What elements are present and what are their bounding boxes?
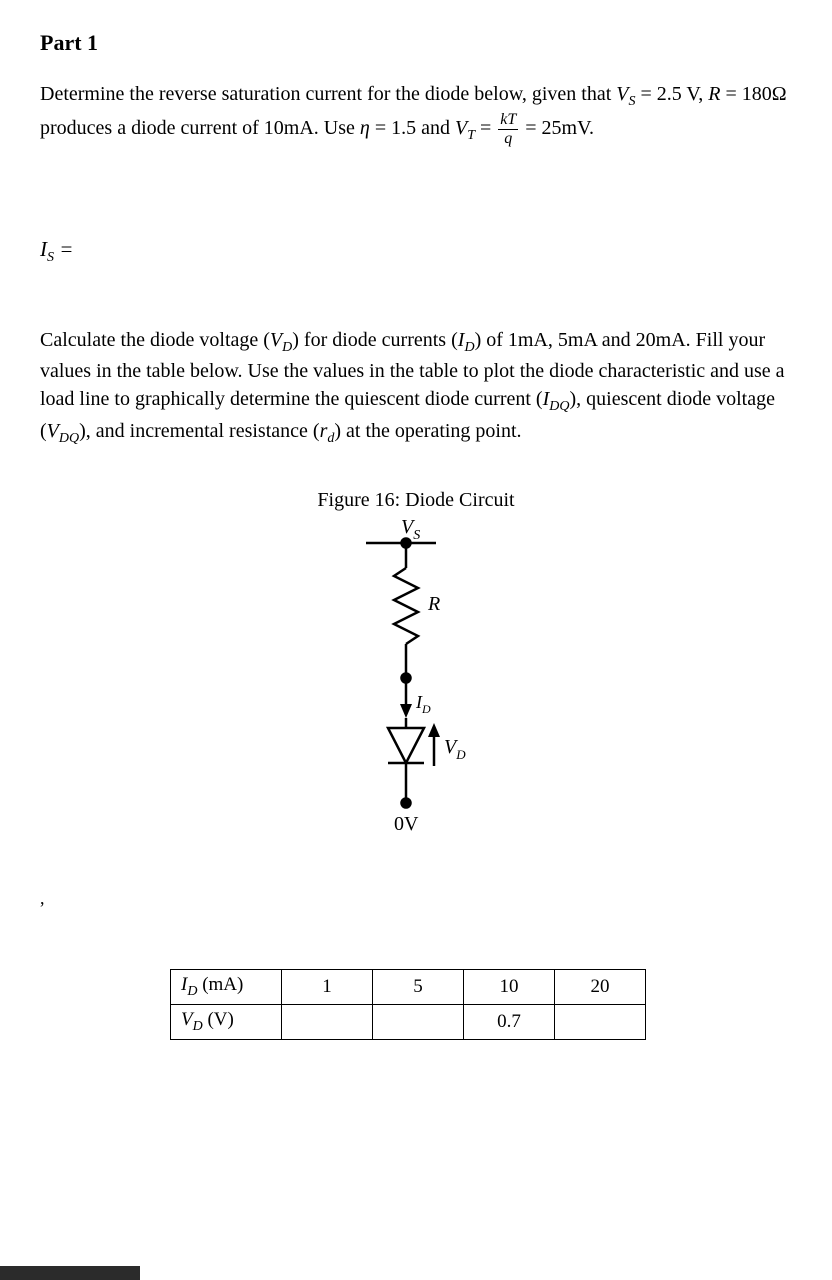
text: produces a diode current of 10mA. Use (40, 117, 360, 139)
text: = 180Ω (721, 83, 787, 105)
cell-id-10: 10 (464, 969, 555, 1004)
text: = 2.5 V, (635, 83, 708, 105)
fraction-kt-q: kTq (498, 112, 518, 147)
cell-vd-20 (555, 1004, 646, 1039)
stray-comma: , (40, 888, 792, 909)
var-eta: η (360, 117, 370, 139)
text: ) for diode currents ( (292, 329, 458, 351)
text: = 1.5 and (370, 117, 455, 139)
bottom-bar (0, 1266, 140, 1280)
text: = (475, 117, 496, 139)
diode-circuit-diagram: VS R ID VD 0V (316, 518, 516, 848)
problem-paragraph-2: Calculate the diode voltage (VD) for dio… (40, 326, 792, 449)
var-vt: V (455, 117, 467, 139)
text: = 25mV. (520, 117, 594, 139)
var-vd: V (270, 329, 282, 351)
unit: (mA) (197, 974, 243, 995)
cell-vd-1 (282, 1004, 373, 1039)
sub-dq: DQ (59, 431, 79, 446)
sub-d: D (464, 340, 474, 355)
cell-vd-10: 0.7 (464, 1004, 555, 1039)
answer-line-is: IS = (40, 237, 792, 266)
sub-dq: DQ (549, 399, 569, 414)
label-id-sub: D (421, 702, 431, 716)
label-0v: 0V (394, 813, 419, 835)
label-r: R (427, 593, 440, 615)
var-vs: V (616, 83, 628, 105)
frac-den: q (498, 130, 518, 147)
var-r: R (708, 83, 720, 105)
label-vs-sub: S (413, 528, 420, 543)
problem-paragraph-1: Determine the reverse saturation current… (40, 80, 792, 147)
sub-d: D (282, 340, 292, 355)
label-vd-sub: D (455, 747, 466, 762)
values-table: ID (mA) 1 5 10 20 VD (V) 0.7 (170, 969, 792, 1040)
unit: (V) (203, 1009, 234, 1030)
var-vd: V (181, 1009, 193, 1030)
text: = (54, 237, 73, 261)
text: ), and incremental resistance ( (79, 420, 319, 442)
svg-text:ID: ID (415, 692, 431, 716)
sub-t: T (467, 128, 475, 143)
var-vdq: V (47, 420, 59, 442)
part-title: Part 1 (40, 30, 792, 56)
cell-id-20: 20 (555, 969, 646, 1004)
cell-vd-5 (373, 1004, 464, 1039)
cell-id-1: 1 (282, 969, 373, 1004)
text: Calculate the diode voltage ( (40, 329, 270, 351)
figure-caption: Figure 16: Diode Circuit (40, 489, 792, 512)
var-is: I (40, 237, 47, 261)
sub-d: D (187, 983, 197, 998)
text: Determine the reverse saturation current… (40, 83, 616, 105)
cell-id-5: 5 (373, 969, 464, 1004)
row2-header: VD (V) (171, 1004, 282, 1039)
svg-text:VD: VD (444, 736, 466, 762)
text: ) at the operating point. (334, 420, 521, 442)
sub-d: D (193, 1018, 203, 1033)
frac-num: kT (498, 112, 518, 130)
row1-header: ID (mA) (171, 969, 282, 1004)
sub-s: S (47, 250, 54, 265)
